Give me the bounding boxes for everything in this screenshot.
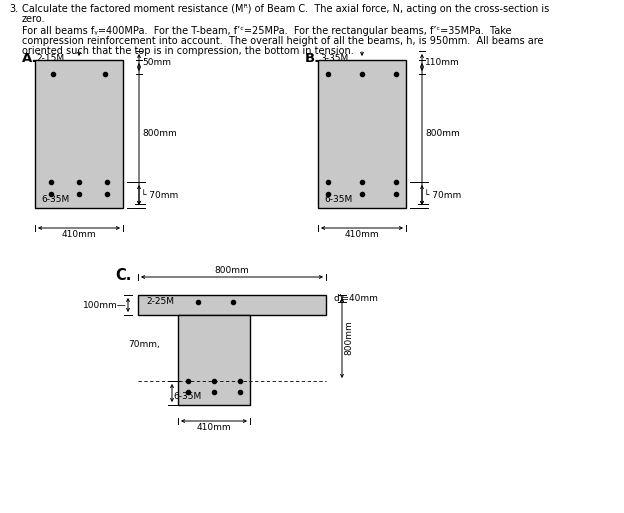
Text: oriented such that the top is in compression, the bottom in tension.: oriented such that the top is in compres… [22, 46, 354, 56]
Text: 410mm: 410mm [197, 423, 232, 432]
Text: 50mm: 50mm [142, 58, 171, 67]
Text: 2-15M: 2-15M [36, 54, 64, 63]
Text: 3-35M: 3-35M [320, 54, 348, 63]
Text: 800mm: 800mm [344, 321, 353, 356]
Text: └ 70mm: └ 70mm [141, 190, 178, 200]
Text: 100mm—: 100mm— [83, 301, 127, 309]
Text: 6-35M: 6-35M [173, 392, 202, 401]
Text: 410mm: 410mm [62, 230, 96, 239]
Text: 800mm: 800mm [142, 129, 177, 139]
Text: 410mm: 410mm [344, 230, 379, 239]
Text: B.: B. [305, 52, 320, 65]
Bar [35, 60, 123, 208]
Text: A.: A. [22, 52, 37, 65]
Text: 3.: 3. [9, 4, 18, 14]
Bar [178, 315, 250, 405]
Text: zero.: zero. [22, 14, 46, 24]
Text: 800mm: 800mm [215, 266, 250, 275]
Text: compression reinforcement into account.  The overall height of all the beams, h,: compression reinforcement into account. … [22, 36, 544, 46]
Text: 6-35M: 6-35M [41, 195, 69, 204]
Text: d’=40mm: d’=40mm [334, 294, 379, 303]
Bar [138, 295, 326, 315]
Text: Calculate the factored moment resistance (Mᴿ) of Beam C.  The axial force, N, ac: Calculate the factored moment resistance… [22, 4, 549, 14]
Bar [318, 60, 406, 208]
Text: 110mm: 110mm [425, 58, 460, 67]
Text: 800mm: 800mm [425, 129, 460, 139]
Text: 2-25M: 2-25M [146, 297, 174, 306]
Text: 70mm,: 70mm, [128, 341, 160, 349]
Text: C.: C. [115, 268, 132, 283]
Text: 6-35M: 6-35M [324, 195, 353, 204]
Text: └ 70mm: └ 70mm [424, 190, 461, 200]
Text: For all beams fᵧ=400MPa.  For the T-beam, f’ᶜ=25MPa.  For the rectangular beams,: For all beams fᵧ=400MPa. For the T-beam,… [22, 26, 512, 36]
